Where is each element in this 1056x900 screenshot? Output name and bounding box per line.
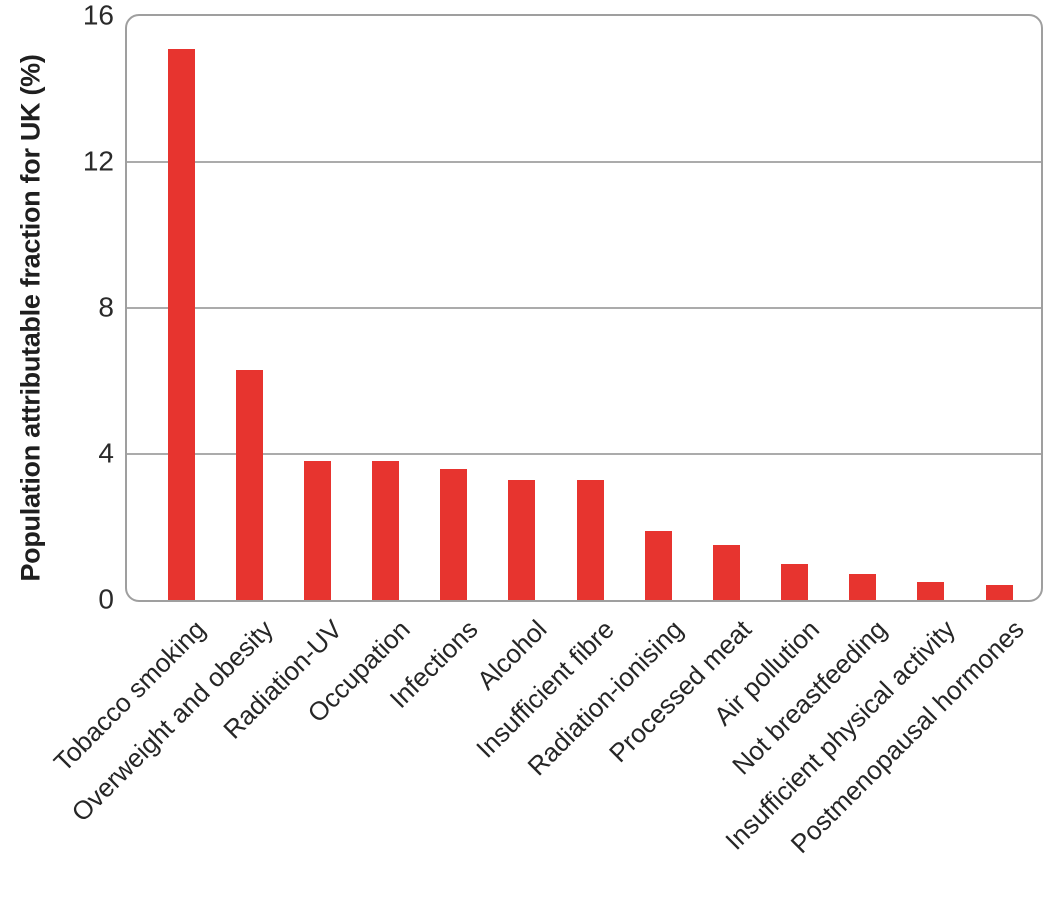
y-axis-tick-label: 8	[98, 291, 114, 323]
bar	[167, 48, 195, 600]
gridline	[127, 307, 1041, 309]
bar	[781, 563, 809, 600]
gridline	[127, 161, 1041, 163]
y-axis-tick-label: 16	[82, 0, 114, 31]
bar	[644, 530, 672, 600]
bar	[235, 370, 263, 600]
bar	[508, 479, 536, 600]
bar	[440, 468, 468, 600]
bar	[849, 574, 877, 600]
plot-area	[125, 14, 1043, 602]
y-axis-tick-label: 4	[98, 437, 114, 469]
y-axis-title: Population attributable fraction for UK …	[15, 54, 46, 582]
y-axis-tick-label: 0	[98, 583, 114, 615]
bar	[985, 585, 1013, 600]
bar	[576, 479, 604, 600]
bar	[303, 461, 331, 600]
gridline	[127, 453, 1041, 455]
bar	[712, 545, 740, 600]
bar	[917, 581, 945, 600]
y-axis-tick-label: 12	[82, 145, 114, 177]
bar	[372, 461, 399, 600]
